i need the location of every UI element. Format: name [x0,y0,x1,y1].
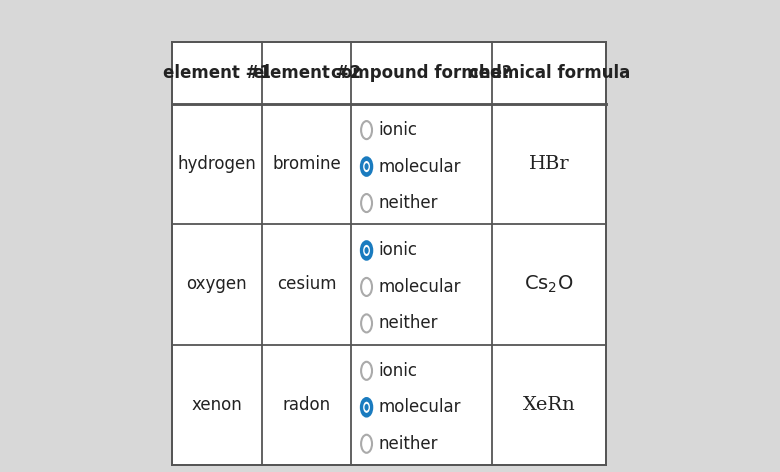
Ellipse shape [361,398,372,416]
Ellipse shape [364,163,369,170]
Text: bromine: bromine [272,155,341,173]
Ellipse shape [361,314,372,332]
Text: element #2: element #2 [253,64,360,82]
Text: XeRn: XeRn [523,396,576,414]
Ellipse shape [361,362,372,380]
Text: ionic: ionic [379,121,418,139]
Ellipse shape [361,121,372,139]
Text: xenon: xenon [191,396,243,414]
Text: $\mathrm{Cs_2O}$: $\mathrm{Cs_2O}$ [524,274,574,295]
Ellipse shape [364,247,369,254]
Text: cesium: cesium [277,275,336,294]
Text: ionic: ionic [379,362,418,380]
Text: HBr: HBr [529,155,569,173]
Ellipse shape [364,404,369,411]
Ellipse shape [363,161,370,172]
Text: neither: neither [379,194,438,212]
Text: chemical formula: chemical formula [469,64,629,82]
Text: neither: neither [379,314,438,332]
Text: oxygen: oxygen [186,275,247,294]
Ellipse shape [361,242,372,260]
Ellipse shape [361,278,372,296]
Bar [172,42,606,465]
Ellipse shape [363,245,370,256]
Ellipse shape [363,402,370,413]
Text: hydrogen: hydrogen [177,155,256,173]
Text: element #1: element #1 [163,64,271,82]
Text: molecular: molecular [379,398,461,416]
Text: compound formed?: compound formed? [332,64,512,82]
Ellipse shape [361,194,372,212]
Text: ionic: ionic [379,242,418,260]
Text: radon: radon [282,396,331,414]
Text: molecular: molecular [379,158,461,176]
Ellipse shape [361,158,372,176]
Ellipse shape [361,435,372,453]
Text: neither: neither [379,435,438,453]
Text: molecular: molecular [379,278,461,296]
